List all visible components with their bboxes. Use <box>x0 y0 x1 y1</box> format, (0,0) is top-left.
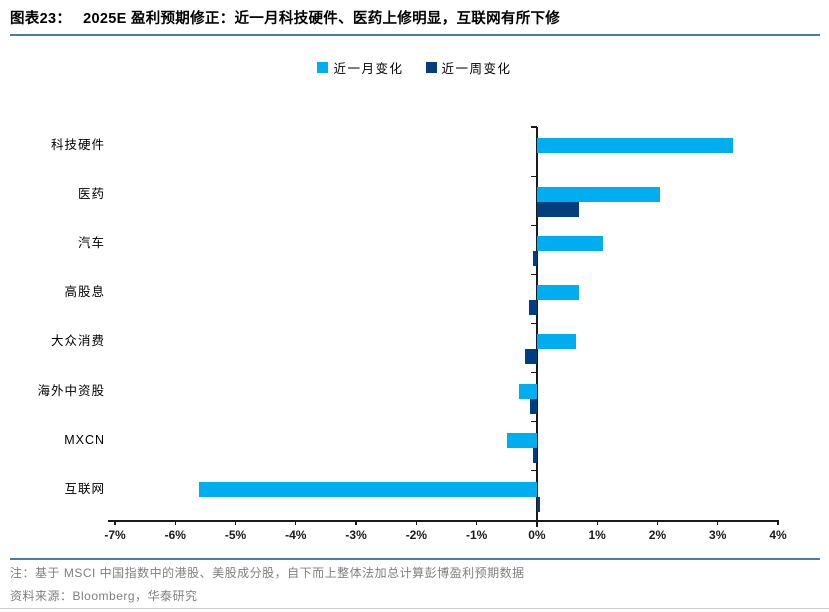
x-tick <box>355 520 357 525</box>
row-boundary-tick <box>530 421 537 423</box>
bar-month-5 <box>518 383 537 399</box>
category-label-6: MXCN <box>64 432 105 447</box>
category-label-5: 海外中资股 <box>37 383 105 398</box>
bar-week-7 <box>536 496 540 512</box>
x-tick-label-4: -3% <box>345 528 367 542</box>
title-underline <box>10 34 820 36</box>
bar-week-1 <box>536 202 580 218</box>
x-tick-label-3: -4% <box>285 528 307 542</box>
x-tick-label-9: 2% <box>648 528 667 542</box>
category-label-3: 高股息 <box>64 285 105 300</box>
category-label-4: 大众消费 <box>50 334 105 349</box>
row-boundary-tick <box>530 273 537 275</box>
legend-label-0: 近一月变化 <box>333 62 404 76</box>
legend-label-1: 近一周变化 <box>441 62 512 76</box>
bar-week-3 <box>529 300 537 316</box>
x-tick-label-1: -6% <box>164 528 186 542</box>
x-tick-label-5: -2% <box>405 528 428 542</box>
x-tick <box>114 520 116 525</box>
row-boundary-tick <box>530 224 537 226</box>
bottom-rule <box>0 608 829 609</box>
row-boundary-tick <box>530 175 537 177</box>
bar-month-7 <box>199 481 537 497</box>
legend-swatch-1 <box>425 62 437 73</box>
row-boundary-tick <box>530 371 537 374</box>
x-tick <box>234 520 237 525</box>
zero-axis-line <box>536 127 538 527</box>
x-tick <box>295 520 297 525</box>
x-tick-label-6: -1% <box>465 528 488 542</box>
bar-month-4 <box>536 334 577 350</box>
x-axis-line <box>108 520 778 522</box>
category-label-0: 科技硬件 <box>50 138 105 152</box>
footer-rule <box>10 558 820 560</box>
x-tick <box>656 520 659 525</box>
figure-title: 2025E 盈利预期修正：近一月科技硬件、医药上修明显，互联网有所下修 <box>83 11 561 27</box>
x-tick <box>174 520 176 525</box>
x-tick-label-11: 4% <box>769 528 787 542</box>
chart-legend: 近一月变化 近一周变化 <box>0 58 829 77</box>
x-tick <box>536 520 538 525</box>
legend-item-1: 近一周变化 <box>425 58 512 77</box>
legend-item-0: 近一月变化 <box>317 58 403 77</box>
bar-chart: -7% -6% -5% -4% -3% -2% -1% 0% 1% 2% 3% 4% 科技硬件医药汽车… <box>0 120 829 560</box>
category-label-7: 互联网 <box>64 481 105 496</box>
bar-week-5 <box>530 398 537 414</box>
row-boundary-tick <box>530 126 537 128</box>
bar-month-0 <box>536 138 733 153</box>
x-tick-label-2: -5% <box>224 528 247 542</box>
category-label-1: 医药 <box>77 187 105 202</box>
figure-title-row: 图表23： 2025E 盈利预期修正：近一月科技硬件、医药上修明显，互联网有所下修 <box>10 7 560 28</box>
x-tick <box>717 520 719 525</box>
footnote-source: 资料来源：Bloomberg，华泰研究 <box>10 589 198 603</box>
footnote-note: 注：基于 MSCI 中国指数中的港股、美股成分股，自下而上整体法加总计算彭博盈利… <box>10 566 525 580</box>
x-tick-label-0: -7% <box>104 528 126 542</box>
figure-number: 图表23： <box>10 11 72 27</box>
bar-week-2 <box>533 251 537 267</box>
x-tick-label-8: 1% <box>588 528 606 542</box>
bar-month-3 <box>536 285 580 301</box>
x-tick-label-10: 3% <box>709 528 727 542</box>
row-boundary-tick <box>530 470 537 472</box>
x-tick-label-7: 0% <box>528 528 546 542</box>
bar-week-6 <box>532 447 537 463</box>
bar-month-1 <box>536 187 661 203</box>
x-tick <box>596 520 598 525</box>
x-tick <box>476 520 478 525</box>
x-tick <box>777 520 779 525</box>
x-tick <box>415 520 417 525</box>
row-boundary-tick <box>530 322 537 324</box>
legend-swatch-0 <box>317 62 329 73</box>
plot-area: -7% -6% -5% -4% -3% -2% -1% 0% 1% 2% 3% 4% <box>104 120 787 542</box>
bar-week-4 <box>524 349 537 365</box>
bar-month-2 <box>536 236 604 252</box>
bar-month-6 <box>506 432 537 448</box>
category-label-2: 汽车 <box>77 236 105 251</box>
